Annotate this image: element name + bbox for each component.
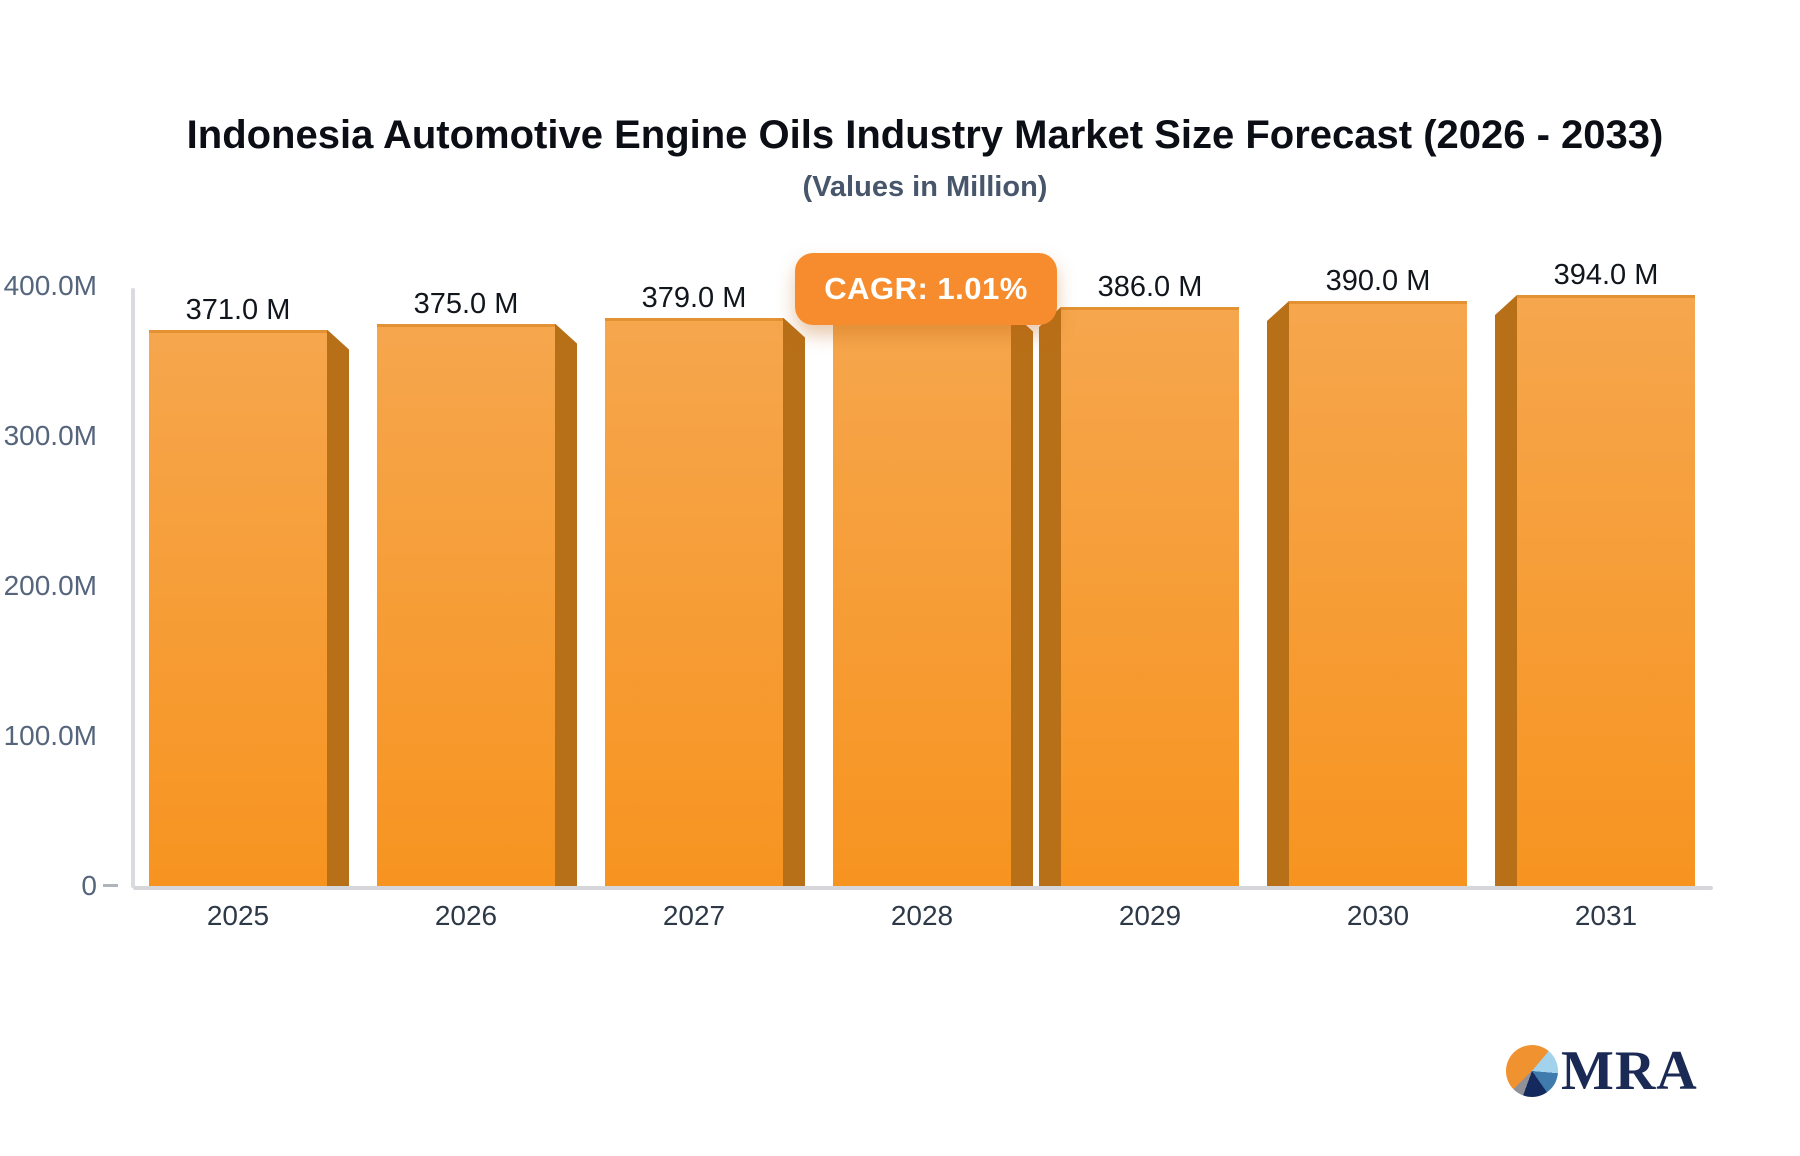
bar-value-label: 390.0 M bbox=[1325, 265, 1431, 297]
bar-2027 bbox=[605, 317, 783, 886]
x-tick-label: 2026 bbox=[434, 900, 498, 931]
y-axis-line bbox=[131, 288, 135, 888]
y-tick-label: 300.0M bbox=[3, 420, 97, 451]
bar-value-label: 379.0 M bbox=[641, 281, 747, 314]
bar-2026 bbox=[377, 323, 555, 886]
bar-side-face bbox=[1495, 295, 1517, 886]
bar-value-label: 394.0 M bbox=[1553, 259, 1659, 291]
x-tick-label: 2028 bbox=[890, 900, 954, 931]
bar-side-face bbox=[783, 317, 805, 886]
bar-value-label: 371.0 M bbox=[185, 293, 291, 326]
bar-side-face bbox=[1011, 311, 1033, 886]
y-tick-label: 100.0M bbox=[3, 720, 97, 751]
bar-side-face bbox=[327, 329, 349, 886]
bar-side-face bbox=[1267, 301, 1289, 886]
bar-2025 bbox=[149, 329, 327, 886]
x-tick-label: 2031 bbox=[1574, 900, 1638, 931]
x-tick-label: 2029 bbox=[1118, 900, 1182, 931]
x-tick-label: 2025 bbox=[206, 900, 270, 931]
y-tick-label: 0 bbox=[81, 870, 97, 901]
x-axis-line bbox=[133, 886, 1713, 890]
mra-logo-pie-icon bbox=[1506, 1045, 1558, 1097]
y-tick-label: 200.0M bbox=[3, 570, 97, 601]
bar-2029 bbox=[1061, 307, 1239, 886]
bar-value-label: 375.0 M bbox=[413, 287, 519, 320]
bar-side-face bbox=[555, 323, 577, 886]
mra-logo: MRA bbox=[1506, 1043, 1698, 1099]
chart-subtitle: (Values in Million) bbox=[802, 171, 1048, 203]
cagr-badge: CAGR: 1.01% bbox=[795, 253, 1057, 325]
bar-2030 bbox=[1289, 301, 1467, 886]
y-tick-label: 400.0M bbox=[3, 270, 97, 301]
chart-title: Indonesia Automotive Engine Oils Industr… bbox=[186, 113, 1664, 157]
y-tick-mark bbox=[103, 884, 118, 887]
bar-value-label: 386.0 M bbox=[1097, 271, 1203, 303]
bar-2031 bbox=[1517, 295, 1695, 886]
bar-2028 bbox=[833, 311, 1011, 886]
x-tick-label: 2030 bbox=[1346, 900, 1410, 931]
x-tick-label: 2027 bbox=[662, 900, 726, 931]
cagr-badge-label: CAGR: 1.01% bbox=[824, 271, 1028, 306]
bar-side-face bbox=[1039, 307, 1061, 886]
mra-logo-text: MRA bbox=[1561, 1040, 1698, 1102]
